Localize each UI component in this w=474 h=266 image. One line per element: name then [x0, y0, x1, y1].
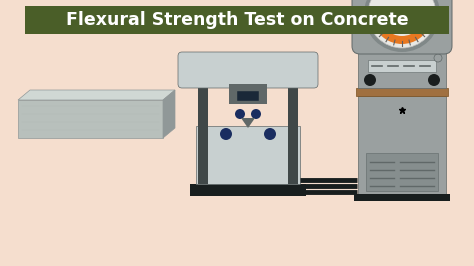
Circle shape — [220, 128, 232, 140]
Bar — [288, 74, 298, 184]
Circle shape — [399, 11, 405, 17]
FancyBboxPatch shape — [352, 0, 452, 54]
Circle shape — [368, 0, 436, 48]
Polygon shape — [18, 90, 175, 100]
Circle shape — [251, 109, 261, 119]
Bar — [229, 84, 267, 104]
Circle shape — [380, 0, 424, 36]
Circle shape — [434, 54, 442, 62]
Bar — [358, 96, 446, 196]
Circle shape — [264, 128, 276, 140]
Polygon shape — [241, 118, 255, 128]
Bar — [356, 88, 448, 96]
Bar — [25, 6, 449, 34]
FancyBboxPatch shape — [178, 52, 318, 88]
Circle shape — [364, 0, 440, 52]
Circle shape — [428, 74, 440, 86]
Bar — [358, 46, 446, 88]
Bar — [198, 74, 208, 184]
Circle shape — [235, 109, 245, 119]
Bar — [368, 60, 436, 72]
Polygon shape — [163, 90, 175, 138]
Text: Flexural Strength Test on Concrete: Flexural Strength Test on Concrete — [66, 11, 408, 29]
Bar — [237, 91, 259, 101]
Bar — [366, 153, 438, 191]
Bar — [196, 126, 300, 184]
Bar — [190, 184, 306, 196]
Bar — [354, 194, 450, 201]
Wedge shape — [374, 14, 430, 44]
Polygon shape — [18, 100, 163, 138]
Circle shape — [364, 74, 376, 86]
